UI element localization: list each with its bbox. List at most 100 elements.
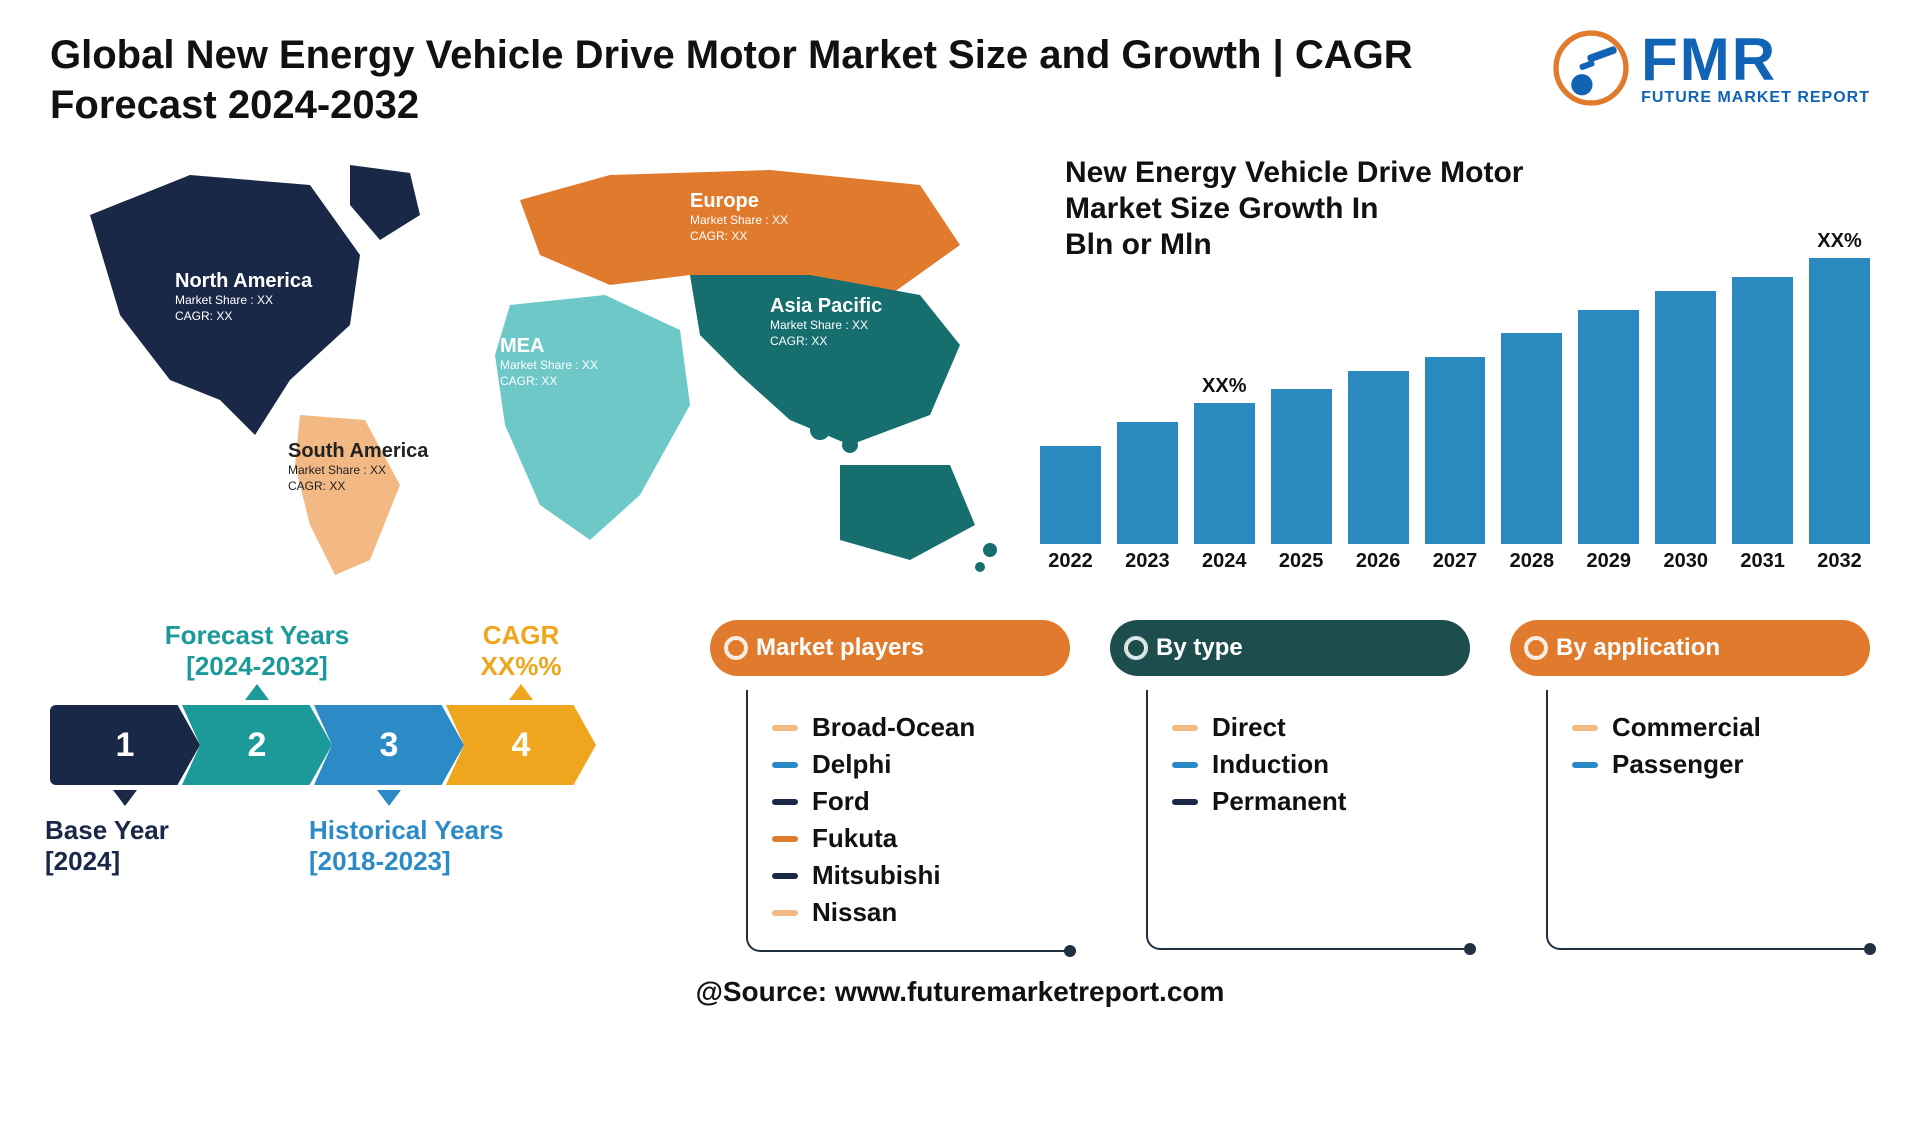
segment-list: Broad-Ocean Delphi Ford Fukuta Mitsubishi Nis… — [746, 690, 1070, 952]
region-cagr: CAGR: XX — [500, 374, 598, 390]
dash-icon — [772, 799, 798, 805]
bars-container: 20222023XX%20242025202620272028202920302… — [1040, 273, 1870, 573]
step-top-label: Forecast Years[2024-2032] — [162, 620, 352, 682]
segment-list: Direct Induction Permanent — [1146, 690, 1470, 950]
bar-year-label: 2025 — [1279, 550, 1324, 573]
bar-callout: XX% — [1202, 375, 1246, 398]
bar-col-2024: XX%2024 — [1194, 403, 1255, 573]
dash-icon — [1172, 762, 1198, 768]
list-item-text: Commercial — [1612, 712, 1761, 743]
list-item-text: Ford — [812, 786, 870, 817]
region-asia_pacific: Asia PacificMarket Share : XXCAGR: XX — [770, 295, 882, 349]
triangle-up-icon — [509, 684, 533, 700]
region-share: Market Share : XX — [288, 463, 428, 479]
chart-title-l1: New Energy Vehicle Drive Motor — [1065, 156, 1523, 189]
list-item-text: Mitsubishi — [812, 860, 941, 891]
bar-year-label: 2024 — [1202, 550, 1247, 573]
dash-icon — [772, 836, 798, 842]
dash-icon — [1172, 725, 1198, 731]
bar-year-label: 2032 — [1817, 550, 1862, 573]
bar-year-label: 2031 — [1740, 550, 1785, 573]
fmr-logo: FMR FUTURE MARKET REPORT — [1553, 30, 1870, 106]
region-name: Asia Pacific — [770, 295, 882, 318]
list-item-text: Delphi — [812, 749, 891, 780]
region-share: Market Share : XX — [500, 358, 598, 374]
bar — [1809, 258, 1870, 544]
bar-year-label: 2029 — [1587, 550, 1632, 573]
segment-by-application: By applicationCommercialPassenger — [1510, 620, 1870, 950]
source-line: @Source: www.futuremarketreport.com — [50, 976, 1870, 1008]
region-share: Market Share : XX — [175, 293, 312, 309]
region-name: MEA — [500, 335, 598, 358]
list-item: Induction — [1172, 749, 1460, 780]
step-1: 1 — [50, 705, 200, 785]
dash-icon — [1572, 725, 1598, 731]
step-bottom-label: Base Year[2024] — [45, 815, 275, 877]
bar — [1348, 371, 1409, 544]
chart-title-l2: Market Size Growth In — [1065, 192, 1378, 225]
bar-col-2026: 2026 — [1348, 371, 1409, 573]
logo-sub-text: FUTURE MARKET REPORT — [1641, 90, 1870, 106]
dash-icon — [772, 762, 798, 768]
region-name: South America — [288, 440, 428, 463]
list-item: Nissan — [772, 897, 1060, 928]
list-item: Permanent — [1172, 786, 1460, 817]
bar-col-2025: 2025 — [1271, 389, 1332, 573]
region-cagr: CAGR: XX — [175, 309, 312, 325]
segment-pill: By type — [1110, 620, 1470, 676]
triangle-down-icon — [377, 790, 401, 806]
bar-col-2029: 2029 — [1578, 310, 1639, 573]
bar-year-label: 2027 — [1433, 550, 1478, 573]
list-item: Direct — [1172, 712, 1460, 743]
spyglass-icon — [1553, 30, 1629, 106]
main-row: North AmericaMarket Share : XXCAGR: XXSo… — [50, 145, 1870, 585]
segment-list: Commercial Passenger — [1546, 690, 1870, 950]
bar — [1271, 389, 1332, 544]
step-top-label: CAGRXX%% — [426, 620, 616, 682]
region-cagr: CAGR: XX — [770, 334, 882, 350]
dash-icon — [772, 910, 798, 916]
bar-col-2031: 2031 — [1732, 277, 1793, 573]
region-europe: EuropeMarket Share : XXCAGR: XX — [690, 190, 788, 244]
timeline-steps: 1234 Forecast Years[2024-2032]CAGRXX%%Ba… — [50, 620, 670, 900]
region-name: North America — [175, 270, 312, 293]
step-2: 2 — [182, 705, 332, 785]
bar — [1040, 446, 1101, 544]
region-north_america: North AmericaMarket Share : XXCAGR: XX — [175, 270, 312, 324]
list-item-text: Fukuta — [812, 823, 897, 854]
region-share: Market Share : XX — [690, 213, 788, 229]
bar-year-label: 2028 — [1510, 550, 1555, 573]
list-item: Delphi — [772, 749, 1060, 780]
region-name: Europe — [690, 190, 788, 213]
bar — [1194, 403, 1255, 544]
bar-year-label: 2022 — [1048, 550, 1093, 573]
list-item: Mitsubishi — [772, 860, 1060, 891]
dash-icon — [772, 725, 798, 731]
list-item: Ford — [772, 786, 1060, 817]
bar — [1732, 277, 1793, 544]
list-item-text: Direct — [1212, 712, 1286, 743]
bar-year-label: 2026 — [1356, 550, 1401, 573]
page-title: Global New Energy Vehicle Drive Motor Ma… — [50, 30, 1500, 130]
segment-market-players: Market playersBroad-OceanDelphiFordFukut… — [710, 620, 1070, 952]
list-item-text: Induction — [1212, 749, 1329, 780]
list-item: Broad-Ocean — [772, 712, 1060, 743]
bar — [1501, 333, 1562, 544]
list-item: Passenger — [1572, 749, 1860, 780]
step-3: 3 — [314, 705, 464, 785]
bar-col-2032: XX%2032 — [1809, 258, 1870, 573]
triangle-up-icon — [245, 684, 269, 700]
bar-chart: New Energy Vehicle Drive Motor Market Si… — [1040, 145, 1870, 585]
dash-icon — [772, 873, 798, 879]
bar-year-label: 2030 — [1663, 550, 1708, 573]
region-share: Market Share : XX — [770, 318, 882, 334]
bar-col-2022: 2022 — [1040, 446, 1101, 573]
dash-icon — [1172, 799, 1198, 805]
bar-year-label: 2023 — [1125, 550, 1170, 573]
region-cagr: CAGR: XX — [690, 229, 788, 245]
bar — [1578, 310, 1639, 544]
logo-fmr-text: FMR — [1641, 30, 1870, 90]
dash-icon — [1572, 762, 1598, 768]
list-item: Commercial — [1572, 712, 1860, 743]
bar-col-2023: 2023 — [1117, 422, 1178, 573]
